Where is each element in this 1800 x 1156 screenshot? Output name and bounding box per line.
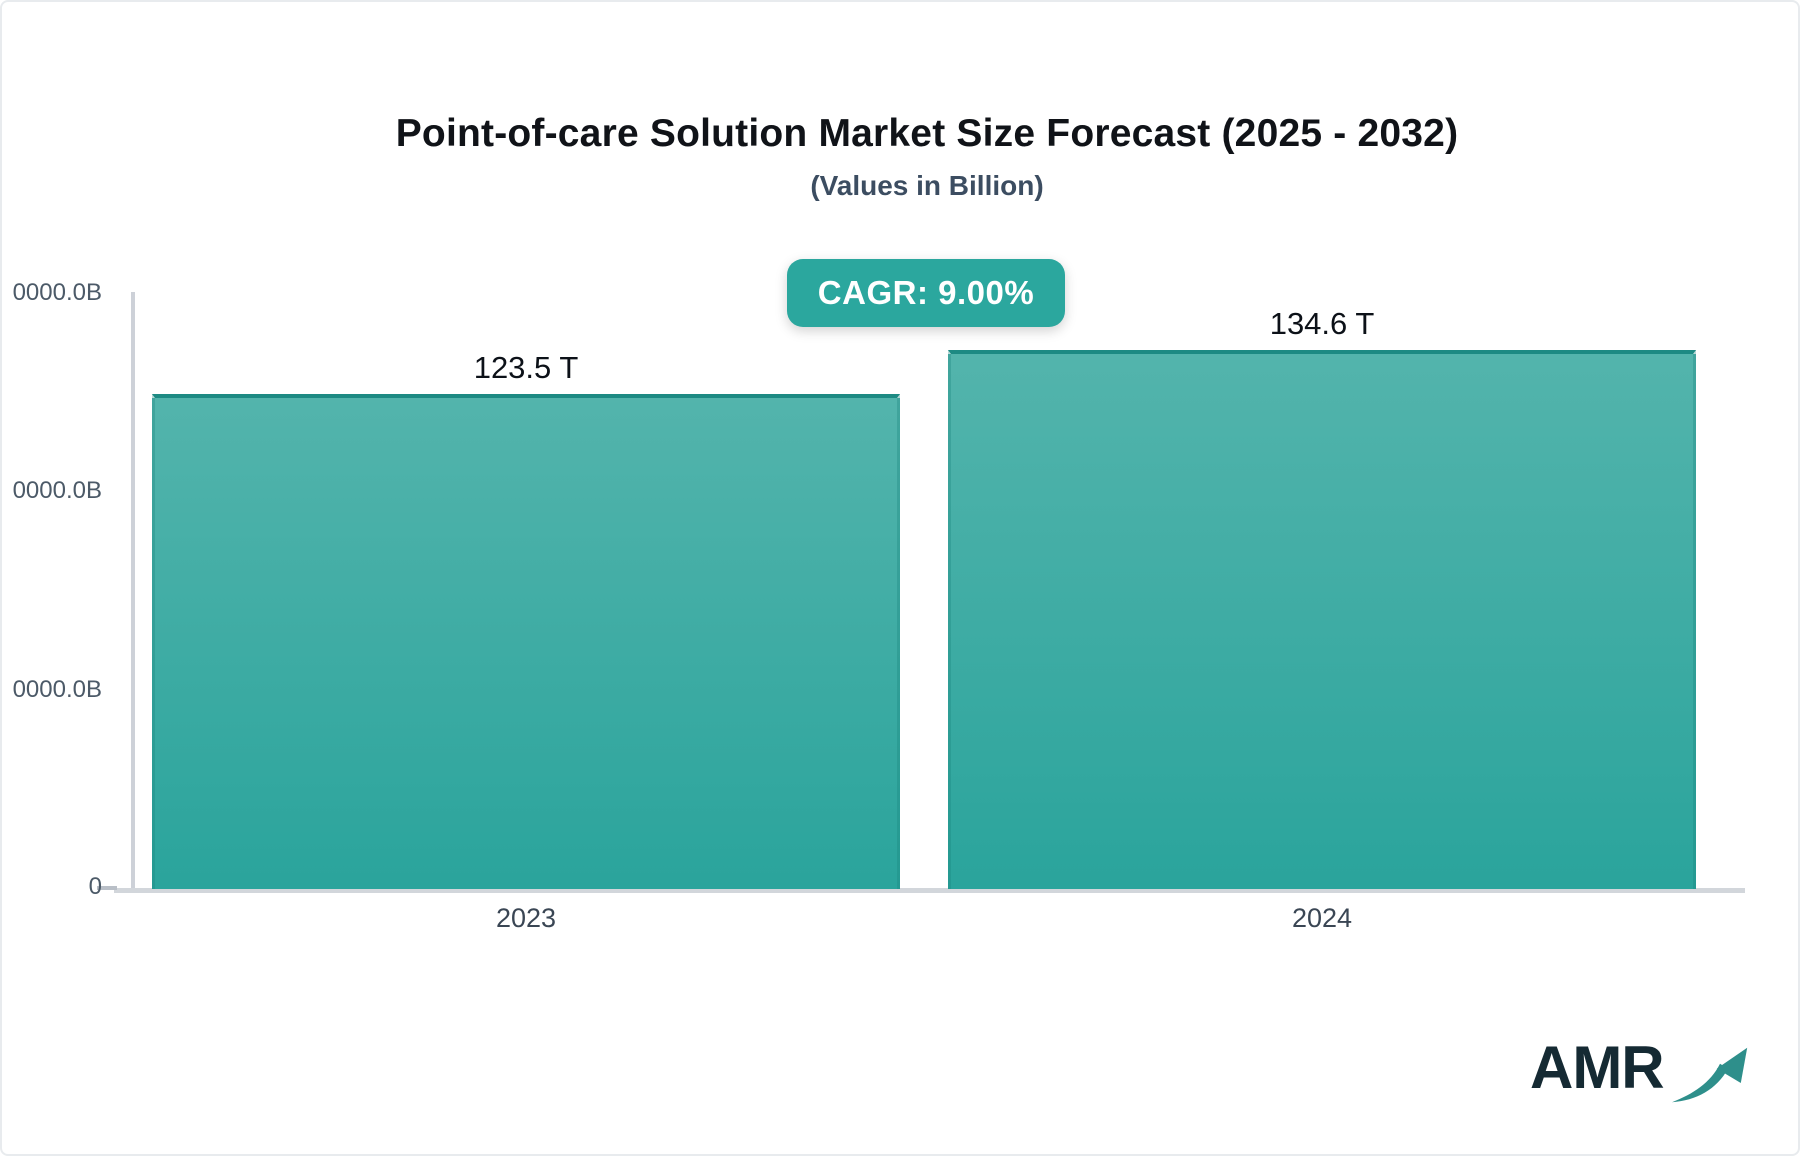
bar-value-label: 123.5 T (473, 350, 579, 385)
x-tick-label-2023: 2023 (495, 903, 557, 933)
x-axis-line (114, 888, 1745, 893)
chart-subtitle: (Values in Billion) (810, 170, 1044, 201)
bar-2024[interactable] (948, 350, 1696, 889)
y-tick-label: 0000.0B (12, 676, 102, 703)
chart-title: Point-of-care Solution Market Size Forec… (395, 112, 1459, 155)
bar-value-label: 134.6 T (1269, 306, 1375, 341)
amr-logo-text: AMR (1530, 1034, 1665, 1101)
y-axis-line (131, 292, 135, 890)
y-axis-zero-tick (97, 886, 117, 890)
cagr-badge: CAGR: 9.00% (787, 259, 1065, 327)
y-tick-label: 0000.0B (12, 279, 102, 306)
bar-2023[interactable] (152, 394, 900, 889)
y-tick-label: 0000.0B (12, 477, 102, 504)
cagr-badge-label: CAGR: 9.00% (817, 274, 1035, 311)
growth-arrow-icon (1672, 1047, 1748, 1103)
amr-logo: AMR (1530, 1034, 1748, 1116)
x-tick-label-2024: 2024 (1291, 903, 1353, 933)
y-tick-label: 0 (88, 873, 102, 900)
